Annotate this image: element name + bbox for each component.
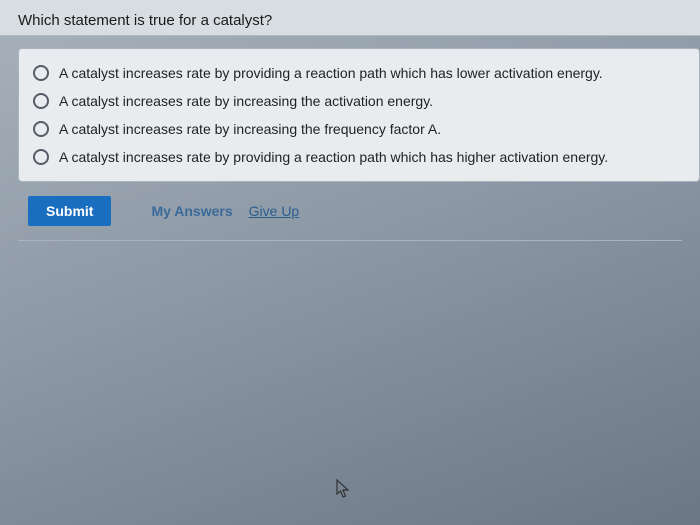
question-header: Which statement is true for a catalyst? bbox=[0, 0, 700, 36]
radio-icon[interactable] bbox=[33, 149, 49, 165]
radio-icon[interactable] bbox=[33, 121, 49, 137]
option-text: A catalyst increases rate by providing a… bbox=[59, 149, 608, 165]
option-row[interactable]: A catalyst increases rate by increasing … bbox=[33, 87, 685, 115]
option-row[interactable]: A catalyst increases rate by providing a… bbox=[33, 143, 685, 171]
question-text: Which statement is true for a catalyst? bbox=[18, 12, 682, 29]
option-row[interactable]: A catalyst increases rate by increasing … bbox=[33, 115, 685, 143]
give-up-link[interactable]: Give Up bbox=[249, 203, 300, 219]
radio-icon[interactable] bbox=[33, 65, 49, 81]
action-links: My Answers Give Up bbox=[151, 203, 299, 219]
radio-icon[interactable] bbox=[33, 93, 49, 109]
cursor-icon bbox=[335, 478, 353, 505]
option-text: A catalyst increases rate by providing a… bbox=[59, 65, 603, 81]
submit-button[interactable]: Submit bbox=[28, 196, 111, 226]
option-text: A catalyst increases rate by increasing … bbox=[59, 93, 433, 109]
my-answers-link[interactable]: My Answers bbox=[151, 203, 232, 219]
divider bbox=[18, 240, 682, 241]
option-text: A catalyst increases rate by increasing … bbox=[59, 121, 441, 137]
option-row[interactable]: A catalyst increases rate by providing a… bbox=[33, 59, 685, 87]
options-box: A catalyst increases rate by providing a… bbox=[18, 48, 700, 182]
actions-row: Submit My Answers Give Up bbox=[28, 196, 700, 226]
